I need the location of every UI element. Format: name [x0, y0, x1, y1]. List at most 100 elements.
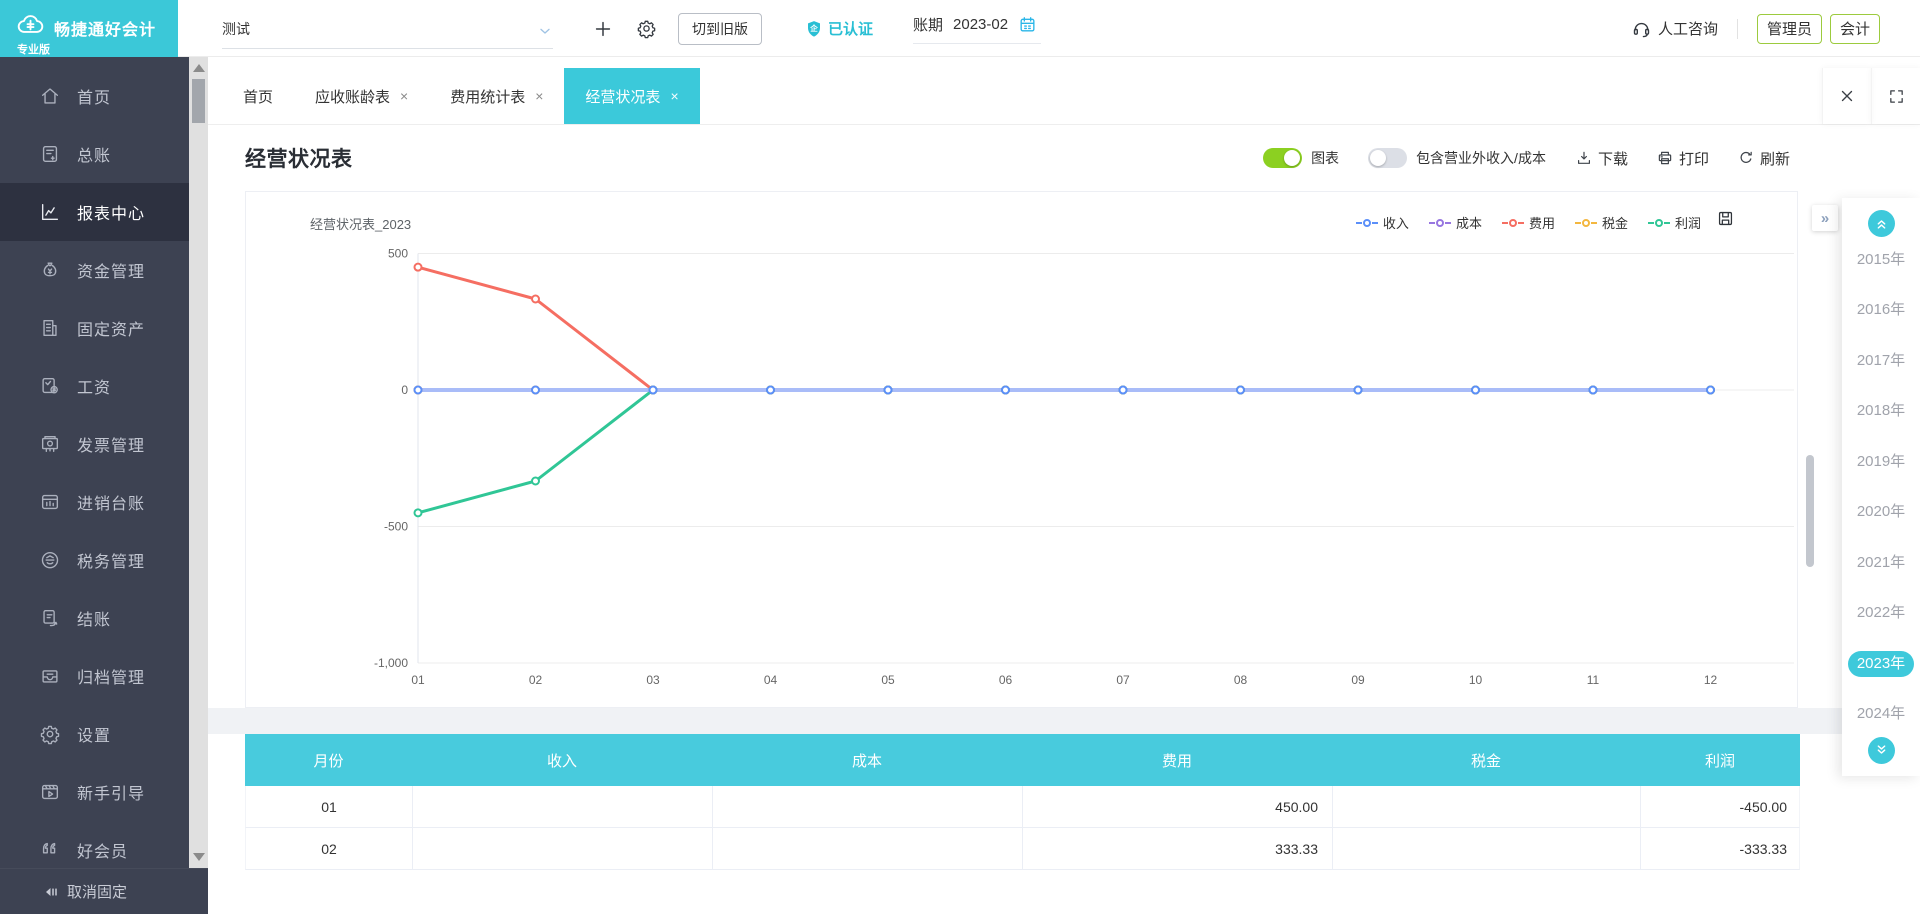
svg-text:-1,000: -1,000	[374, 656, 408, 670]
chevron-down-icon[interactable]	[537, 23, 553, 39]
sidebar-item-label: 结账	[77, 612, 112, 629]
table-cell	[713, 786, 1023, 828]
tab-经营状况表[interactable]: 经营状况表 ×	[564, 68, 700, 124]
role-admin-button[interactable]: 管理员	[1756, 13, 1822, 44]
svg-text:02: 02	[529, 673, 543, 687]
chart-card: 经营状况表_2023 收入 成本 费用 税金 利润 500 0 -500 -1,000 01 02…	[245, 191, 1798, 708]
company-selector[interactable]: 测试	[222, 9, 553, 49]
sidebar-item-funds-management[interactable]: 资金管理	[0, 241, 189, 299]
content-scrollbar-thumb[interactable]	[1806, 455, 1814, 567]
sidebar-item-fixed-assets[interactable]: 固定资产	[0, 299, 189, 357]
svg-text:0: 0	[401, 383, 408, 397]
table-row: 02 333.33 -333.33	[245, 828, 1800, 870]
years-scroll-down-icon[interactable]	[1867, 737, 1895, 764]
sidebar-item-invoice-management[interactable]: 发票管理	[0, 415, 189, 473]
include-nonoperating-toggle-group[interactable]: 包含营业外收入/成本	[1368, 148, 1546, 168]
calendar-icon[interactable]	[1018, 15, 1037, 34]
print-button[interactable]: 打印	[1656, 148, 1709, 169]
tab-close-icon[interactable]: ×	[535, 88, 544, 104]
year-item-2020年[interactable]: 2020年	[1856, 503, 1906, 521]
year-item-2024年[interactable]: 2024年	[1856, 704, 1906, 722]
tab-bar-controls	[1822, 68, 1920, 124]
tab-label: 费用统计表	[450, 88, 526, 106]
years-scroll-up-icon[interactable]	[1867, 210, 1895, 237]
refresh-icon	[1737, 149, 1755, 167]
tab-首页[interactable]: 首页	[222, 68, 294, 124]
year-item-2018年[interactable]: 2018年	[1856, 402, 1906, 420]
legend-label: 税金	[1601, 216, 1628, 231]
tab-close-icon[interactable]: ×	[400, 88, 409, 104]
sidebar-item-tax-management[interactable]: 税务管理	[0, 531, 189, 589]
unpin-sidebar-button[interactable]: 取消固定	[0, 868, 208, 914]
tab-close-icon[interactable]: ×	[670, 88, 679, 104]
period-value[interactable]: 2023-02	[953, 15, 1009, 33]
main-content: 首页 应收账龄表 × 费用统计表 × 经营状况表 × 经营状况表 图表 包含营业外	[208, 57, 1920, 914]
sidebar-item-purchase-sales-ledger[interactable]: 进销台账	[0, 473, 189, 531]
chart-toggle-group[interactable]: 图表	[1263, 148, 1339, 168]
year-item-2022年[interactable]: 2022年	[1856, 604, 1906, 622]
legend-item-收入[interactable]: 收入	[1355, 213, 1409, 232]
year-item-2019年[interactable]: 2019年	[1856, 452, 1906, 470]
fullscreen-icon[interactable]	[1871, 68, 1920, 124]
year-item-2023年[interactable]: 2023年	[1847, 650, 1915, 677]
sidebar-item-archive-management[interactable]: 归档管理	[0, 647, 189, 705]
support-button[interactable]: 人工咨询	[1631, 18, 1718, 39]
legend-label: 收入	[1382, 216, 1409, 231]
download-button[interactable]: 下载	[1575, 148, 1628, 169]
brand-edition: 专业版	[17, 44, 50, 56]
certified-badge[interactable]: 企 已认证	[804, 18, 873, 39]
table-header-cell: 税金	[1470, 752, 1501, 770]
year-item-2016年[interactable]: 2016年	[1856, 301, 1906, 319]
sidebar-item-home[interactable]: 首页	[0, 67, 189, 125]
year-list: 2015年 2016年 2017年 2018年 2019年 2020年 2021年 2022年…	[1847, 237, 1915, 737]
home-icon	[39, 85, 61, 107]
sidebar: 首页总账 报表中心 资金管理 固定资产 工资 发票管理 进销台账 税务管理结账归档管理 设置 新手…	[0, 57, 208, 914]
year-item-2015年[interactable]: 2015年	[1856, 251, 1906, 268]
sidebar-item-general-ledger[interactable]: 总账	[0, 125, 189, 183]
settings-gear-icon[interactable]	[636, 18, 657, 39]
svg-text:500: 500	[388, 247, 408, 261]
sidebar-scroll-down-icon[interactable]	[193, 853, 205, 861]
closing-icon	[39, 607, 61, 629]
building-icon	[39, 317, 61, 339]
legend-item-利润[interactable]: 利润	[1647, 213, 1701, 232]
refresh-button[interactable]: 刷新	[1737, 148, 1790, 169]
year-item-2017年[interactable]: 2017年	[1856, 351, 1906, 369]
tab-费用统计表[interactable]: 费用统计表 ×	[429, 68, 564, 124]
sidebar-scrollbar[interactable]	[189, 57, 208, 868]
legend-item-费用[interactable]: 费用	[1501, 213, 1555, 232]
include-nonoperating-toggle[interactable]	[1368, 148, 1408, 168]
sidebar-item-member[interactable]: 好会员	[0, 821, 189, 868]
svg-text:12: 12	[1704, 673, 1718, 687]
save-image-icon[interactable]	[1716, 209, 1735, 233]
legend-item-成本[interactable]: 成本	[1428, 213, 1482, 232]
year-item-2021年[interactable]: 2021年	[1856, 553, 1906, 571]
tab-label: 应收账龄表	[315, 88, 391, 106]
sidebar-item-beginner-guide[interactable]: 新手引导	[0, 763, 189, 821]
role-accountant-button[interactable]: 会计	[1829, 13, 1880, 44]
sidebar-item-payroll[interactable]: 工资	[0, 357, 189, 415]
action-label: 打印	[1678, 150, 1709, 168]
print-icon	[1656, 149, 1674, 167]
sidebar-item-closing[interactable]: 结账	[0, 589, 189, 647]
svg-text:10: 10	[1469, 673, 1483, 687]
chart-legend: 收入 成本 费用 税金 利润	[1355, 213, 1701, 232]
chart-toggle[interactable]	[1263, 148, 1303, 168]
sidebar-item-settings[interactable]: 设置	[0, 705, 189, 763]
video-icon	[39, 781, 61, 803]
tab-应收账龄表[interactable]: 应收账龄表 ×	[294, 68, 429, 124]
sidebar-scroll-up-icon[interactable]	[193, 64, 205, 72]
add-account-icon[interactable]	[592, 18, 614, 40]
collapse-year-panel-icon[interactable]: »	[1812, 205, 1838, 231]
report-icon	[39, 201, 61, 223]
legend-item-税金[interactable]: 税金	[1574, 213, 1628, 232]
table-cell: 333.33	[1023, 828, 1333, 870]
table-header: 月份 收入 成本 费用 税金 利润	[245, 734, 1800, 786]
sidebar-scrollbar-thumb[interactable]	[192, 79, 205, 123]
switch-to-old-version-button[interactable]: 切到旧版	[678, 12, 762, 45]
close-tab-icon[interactable]	[1822, 68, 1871, 124]
download-icon	[1575, 149, 1593, 167]
sidebar-item-label: 首页	[77, 90, 112, 107]
sidebar-item-report-center[interactable]: 报表中心	[0, 183, 189, 241]
unpin-icon	[42, 882, 62, 902]
